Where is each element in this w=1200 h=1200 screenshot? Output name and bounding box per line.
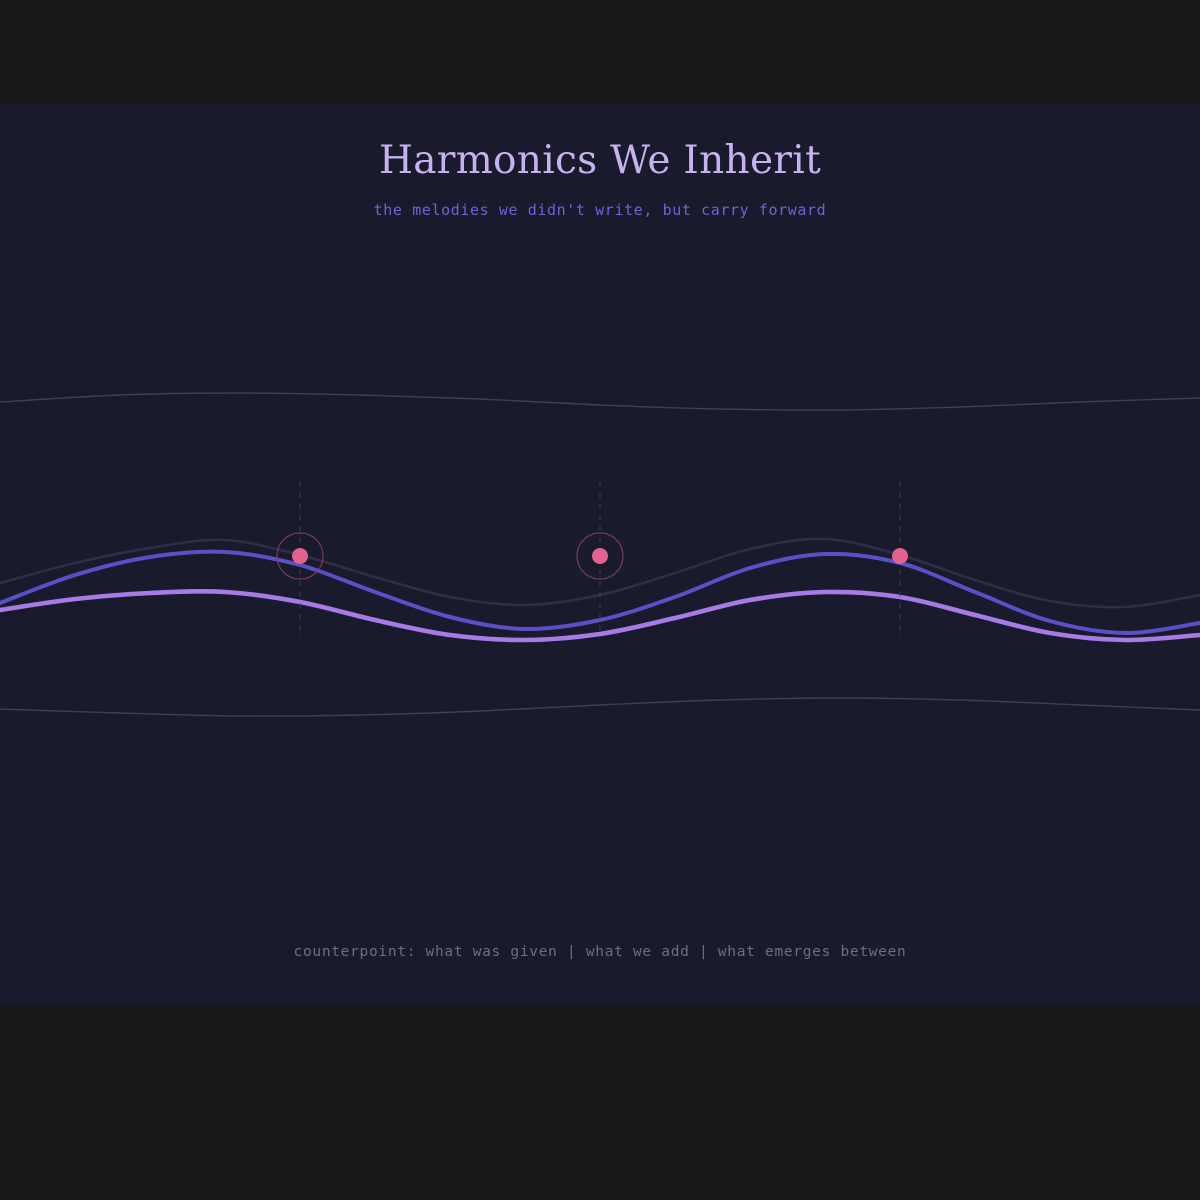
marker-layer xyxy=(276,532,908,580)
wave-chart-svg xyxy=(0,392,1200,717)
marker-ring-1 xyxy=(276,532,324,580)
harmonic-node-1[interactable] xyxy=(292,548,308,564)
footer-block: counterpoint: what was given | what we a… xyxy=(0,943,1200,961)
page-subtitle: the melodies we didn't write, but carry … xyxy=(373,200,827,219)
wave-ghost-lower xyxy=(0,697,1200,717)
wave-ghost-upper xyxy=(0,392,1200,411)
marker-ring-2 xyxy=(576,532,624,580)
header-block: Harmonics We Inherit the melodies we did… xyxy=(0,105,1200,219)
harmonic-node-3[interactable] xyxy=(892,548,908,564)
harmonics-canvas: Harmonics We Inherit the melodies we did… xyxy=(0,105,1200,1005)
wave-emergent-line xyxy=(0,589,1200,643)
page-title: Harmonics We Inherit xyxy=(378,138,822,183)
footer-caption: counterpoint: what was given | what we a… xyxy=(293,944,907,960)
wave-our-voice-line xyxy=(0,549,1200,636)
harmonic-node-2[interactable] xyxy=(592,548,608,564)
